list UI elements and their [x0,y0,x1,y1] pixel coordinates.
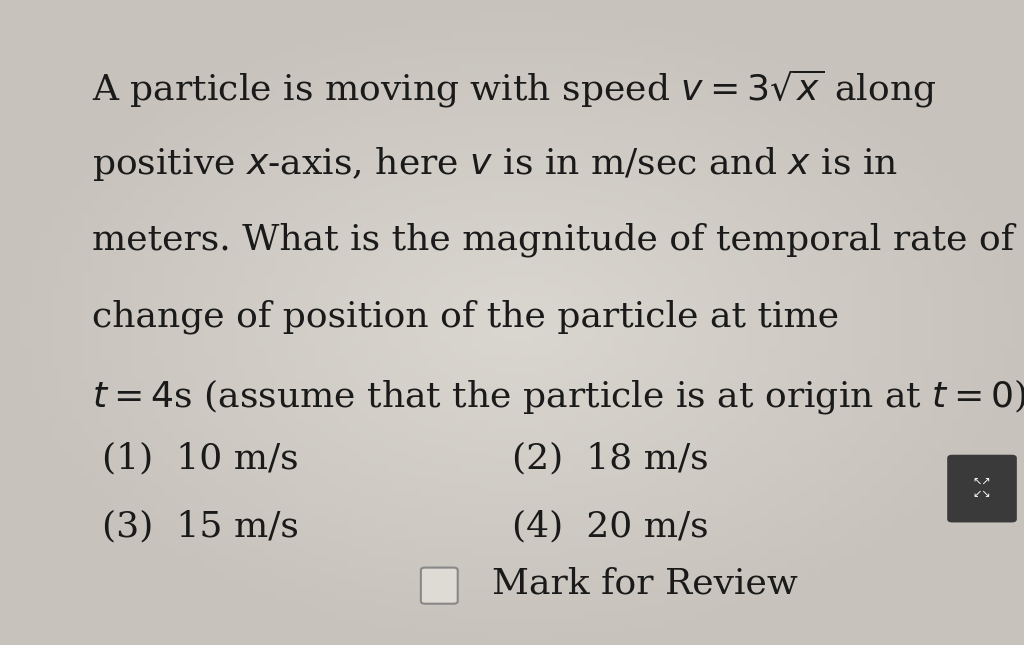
Text: (2)  18 m/s: (2) 18 m/s [512,442,709,476]
Text: (1)  10 m/s: (1) 10 m/s [102,442,299,476]
FancyBboxPatch shape [421,568,458,604]
Text: change of position of the particle at time: change of position of the particle at ti… [92,300,840,334]
Text: Mark for Review: Mark for Review [492,567,798,600]
Text: (4)  20 m/s: (4) 20 m/s [512,510,709,544]
Text: positive $x$-axis, here $v$ is in m/sec and $x$ is in: positive $x$-axis, here $v$ is in m/sec … [92,145,898,183]
Text: $t=4$s (assume that the particle is at origin at $t=0$): $t=4$s (assume that the particle is at o… [92,377,1024,416]
Text: (3)  15 m/s: (3) 15 m/s [102,510,299,544]
Text: meters. What is the magnitude of temporal rate of: meters. What is the magnitude of tempora… [92,223,1015,257]
FancyBboxPatch shape [947,455,1017,522]
Text: A particle is moving with speed $v=3\sqrt{x}$ along: A particle is moving with speed $v=3\sqr… [92,68,937,110]
Text: ↖↗
↙↘: ↖↗ ↙↘ [973,478,991,499]
